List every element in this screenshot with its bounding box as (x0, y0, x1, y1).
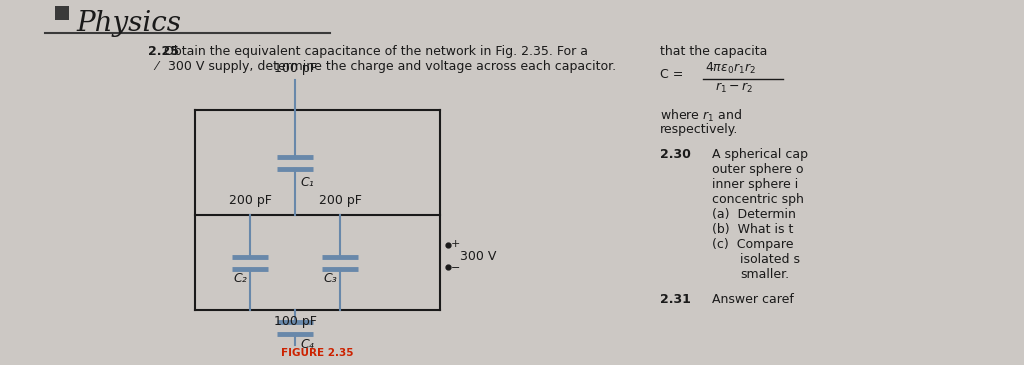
Text: C₄: C₄ (300, 338, 313, 350)
Text: C₃: C₃ (324, 273, 337, 285)
Text: $r_1 - r_2$: $r_1 - r_2$ (715, 81, 753, 95)
Text: 100 pF: 100 pF (273, 315, 316, 328)
Text: 200 pF: 200 pF (228, 194, 271, 207)
Text: Physics: Physics (76, 10, 181, 37)
Bar (55, 6, 69, 20)
Text: 2.31: 2.31 (660, 293, 691, 306)
Text: where $r_1$ and: where $r_1$ and (660, 108, 742, 124)
Text: 200 pF: 200 pF (318, 194, 361, 207)
Text: 300 V supply, determine the charge and voltage across each capacitor.: 300 V supply, determine the charge and v… (160, 60, 616, 73)
Text: smaller.: smaller. (740, 268, 790, 281)
Text: Obtain the equivalent capacitance of the network in Fig. 2.35. For a: Obtain the equivalent capacitance of the… (148, 45, 588, 58)
Text: (b)  What is t: (b) What is t (712, 223, 794, 236)
Text: A spherical cap: A spherical cap (712, 148, 808, 161)
Text: C =: C = (660, 68, 683, 81)
Text: 100 pF: 100 pF (273, 62, 316, 75)
Text: Answer caref: Answer caref (712, 293, 794, 306)
Text: −: − (451, 263, 461, 273)
Text: respectively.: respectively. (660, 123, 738, 136)
Text: isolated s: isolated s (740, 253, 800, 266)
Text: (c)  Compare: (c) Compare (712, 238, 794, 251)
Text: +: + (451, 239, 461, 249)
Text: C₁: C₁ (300, 177, 313, 189)
Text: C₂: C₂ (233, 273, 247, 285)
Text: (a)  Determin: (a) Determin (712, 208, 796, 221)
Text: 2.25: 2.25 (148, 45, 179, 58)
Text: inner sphere i: inner sphere i (712, 178, 799, 191)
Text: FIGURE 2.35: FIGURE 2.35 (282, 348, 353, 358)
Text: $4\pi\varepsilon_0 r_1 r_2$: $4\pi\varepsilon_0 r_1 r_2$ (705, 61, 756, 76)
Text: that the capacita: that the capacita (660, 45, 767, 58)
Text: 2.30: 2.30 (660, 148, 691, 161)
Text: outer sphere o: outer sphere o (712, 163, 804, 176)
Text: 300 V: 300 V (460, 250, 497, 262)
Text: concentric sph: concentric sph (712, 193, 804, 206)
Text: ⁄: ⁄ (148, 60, 158, 73)
